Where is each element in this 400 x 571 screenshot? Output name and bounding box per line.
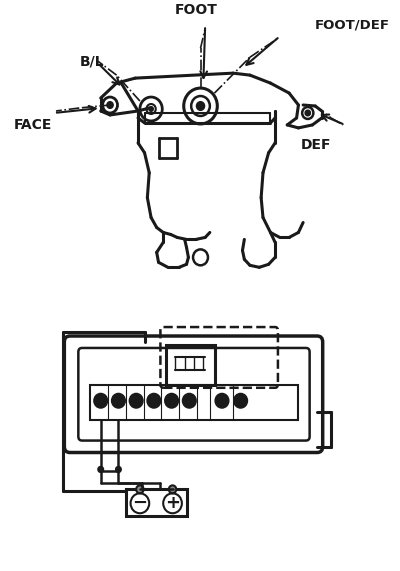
Text: FOOT: FOOT <box>174 3 217 17</box>
FancyBboxPatch shape <box>64 336 323 452</box>
Circle shape <box>149 107 153 111</box>
Circle shape <box>112 394 125 408</box>
Circle shape <box>136 485 144 493</box>
Bar <box>90 385 298 420</box>
Text: −: − <box>132 494 148 512</box>
Bar <box>126 489 186 516</box>
Circle shape <box>116 467 121 472</box>
Circle shape <box>98 467 104 472</box>
Circle shape <box>169 485 176 493</box>
Circle shape <box>94 394 107 408</box>
Circle shape <box>107 102 113 108</box>
Bar <box>166 345 214 385</box>
Text: FOOT/DEF: FOOT/DEF <box>315 19 390 32</box>
Text: DEF: DEF <box>300 138 331 152</box>
Circle shape <box>234 394 247 408</box>
Text: FACE: FACE <box>14 118 52 132</box>
Text: B/L: B/L <box>80 54 104 68</box>
Circle shape <box>147 394 160 408</box>
Circle shape <box>197 102 204 110</box>
Circle shape <box>216 394 228 408</box>
FancyBboxPatch shape <box>78 348 310 441</box>
Circle shape <box>130 394 143 408</box>
Text: +: + <box>165 494 180 512</box>
Circle shape <box>306 110 310 115</box>
Circle shape <box>165 394 178 408</box>
Circle shape <box>183 394 196 408</box>
